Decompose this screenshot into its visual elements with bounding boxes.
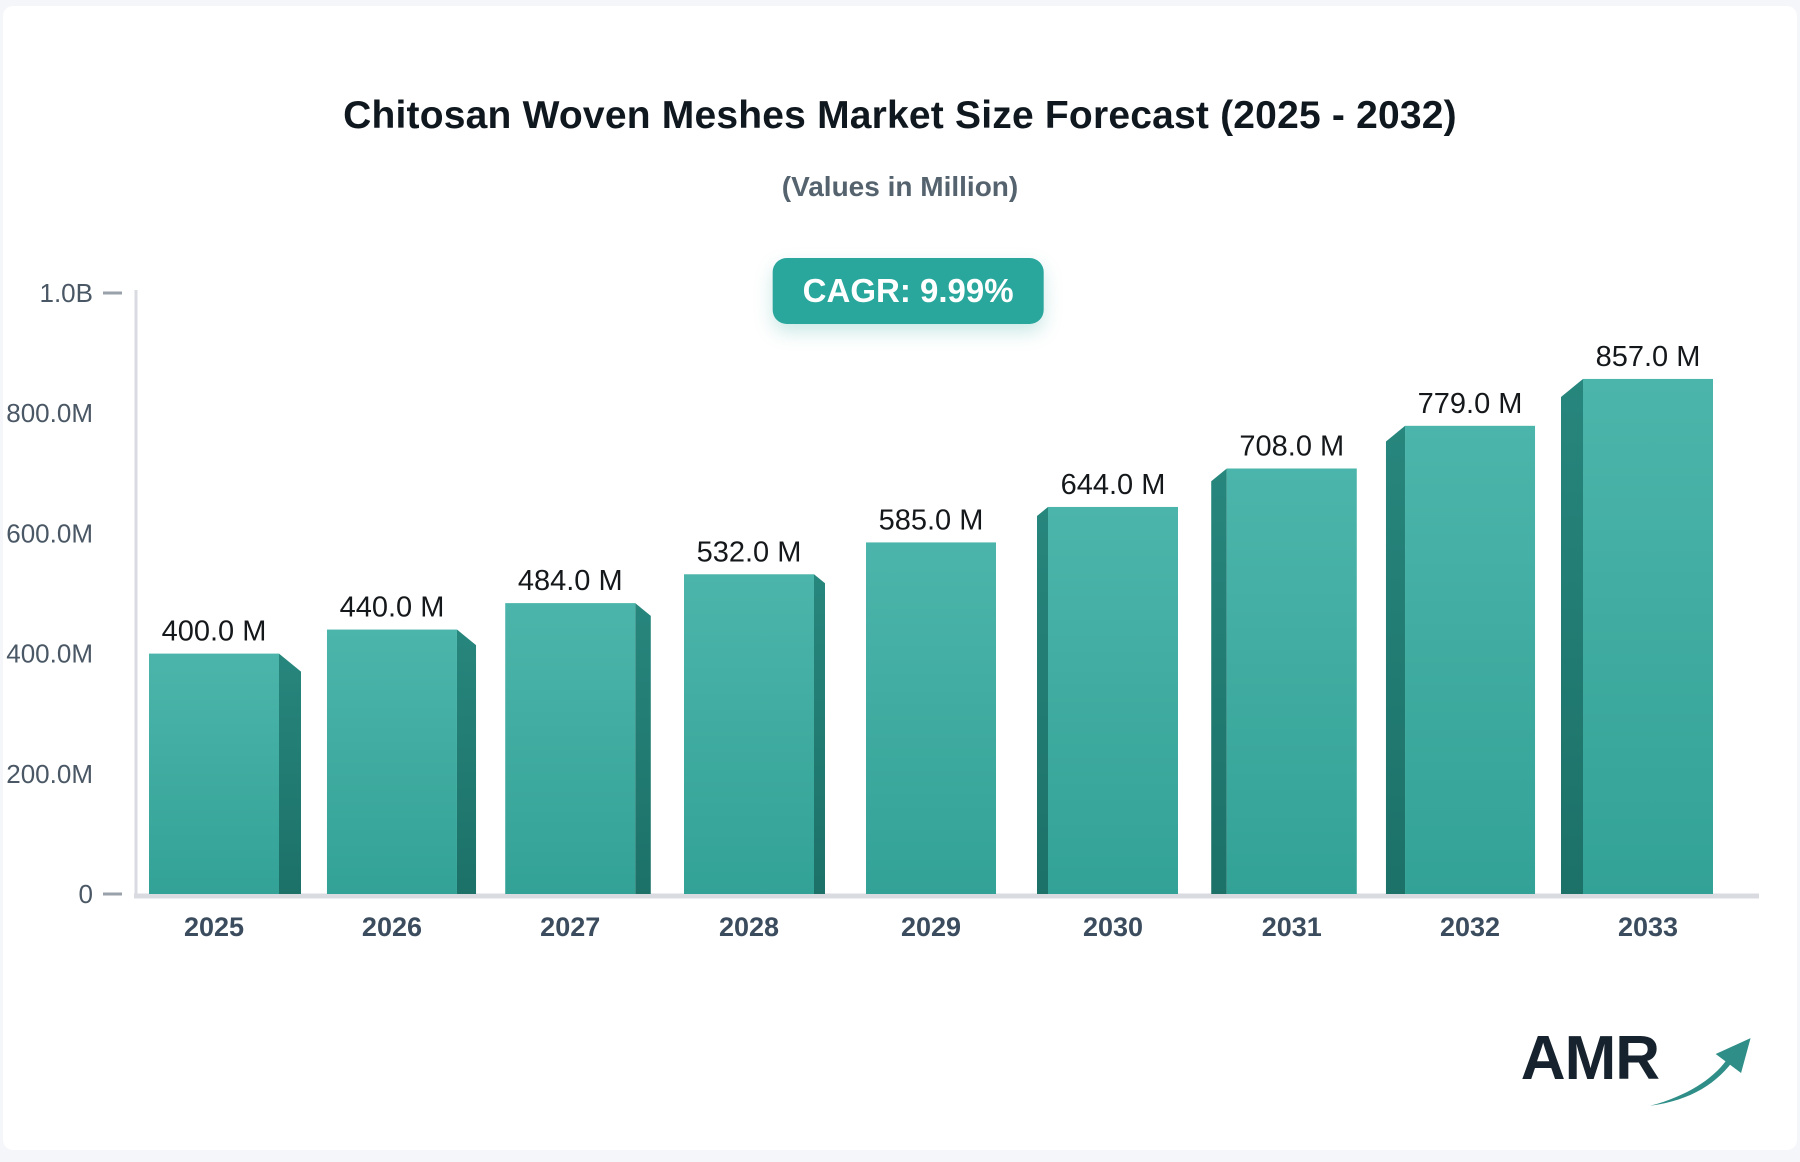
y-tick-label: 200.0M — [6, 759, 93, 789]
trend-up-arrow-icon — [1649, 1036, 1757, 1110]
bar-2032[interactable] — [1405, 426, 1535, 894]
x-tick-label: 2031 — [1262, 912, 1322, 942]
bar-2031[interactable] — [1227, 468, 1357, 894]
bar-value-label: 484.0 M — [518, 565, 623, 597]
bar-side-face — [279, 654, 301, 894]
bar-value-label: 708.0 M — [1239, 430, 1344, 462]
x-tick-label: 2027 — [540, 912, 600, 942]
bar-side-face — [1561, 379, 1583, 894]
x-tick-label: 2030 — [1083, 912, 1143, 942]
chart-card: Chitosan Woven Meshes Market Size Foreca… — [3, 6, 1797, 1150]
x-tick-label: 2033 — [1618, 912, 1678, 942]
bar-side-face — [1037, 507, 1048, 894]
x-tick-label: 2026 — [362, 912, 422, 942]
x-tick-label: 2025 — [184, 912, 244, 942]
y-tick-label: 400.0M — [6, 639, 93, 669]
bar-value-label: 779.0 M — [1418, 388, 1523, 420]
x-tick-label: 2029 — [901, 912, 961, 942]
arrow-swoosh — [1650, 1057, 1736, 1106]
bar-2027[interactable] — [505, 603, 635, 894]
y-tick-label: 1.0B — [40, 278, 94, 308]
bar-value-label: 585.0 M — [879, 504, 984, 536]
bar-2026[interactable] — [327, 630, 457, 894]
x-tick-label: 2032 — [1440, 912, 1500, 942]
bar-2033[interactable] — [1583, 379, 1713, 894]
bar-value-label: 400.0 M — [162, 616, 267, 648]
bar-side-face — [635, 603, 651, 894]
bar-value-label: 532.0 M — [697, 536, 802, 568]
bar-side-face — [457, 630, 476, 894]
amr-logo: AMR — [1521, 1028, 1757, 1110]
bar-2028[interactable] — [684, 574, 814, 894]
x-tick-label: 2028 — [719, 912, 779, 942]
y-tick-label: 800.0M — [6, 398, 93, 428]
bar-2029[interactable] — [866, 542, 996, 894]
bar-side-face — [1211, 468, 1227, 894]
bar-value-label: 857.0 M — [1596, 341, 1701, 373]
bar-value-label: 440.0 M — [340, 592, 445, 624]
bar-value-label: 644.0 M — [1061, 469, 1166, 501]
y-tick-label: 600.0M — [6, 518, 93, 548]
bar-chart: 1.0B 800.0M 600.0M 400.0M 200.0M 0 400.0 M 2025… — [3, 6, 1800, 1162]
bar-2030[interactable] — [1048, 507, 1178, 894]
bar-side-face — [814, 574, 825, 894]
bar-2025[interactable] — [149, 654, 279, 894]
y-tick-label: 0 — [79, 879, 93, 909]
bar-side-face — [1386, 426, 1405, 894]
amr-logo-text: AMR — [1521, 1028, 1659, 1090]
